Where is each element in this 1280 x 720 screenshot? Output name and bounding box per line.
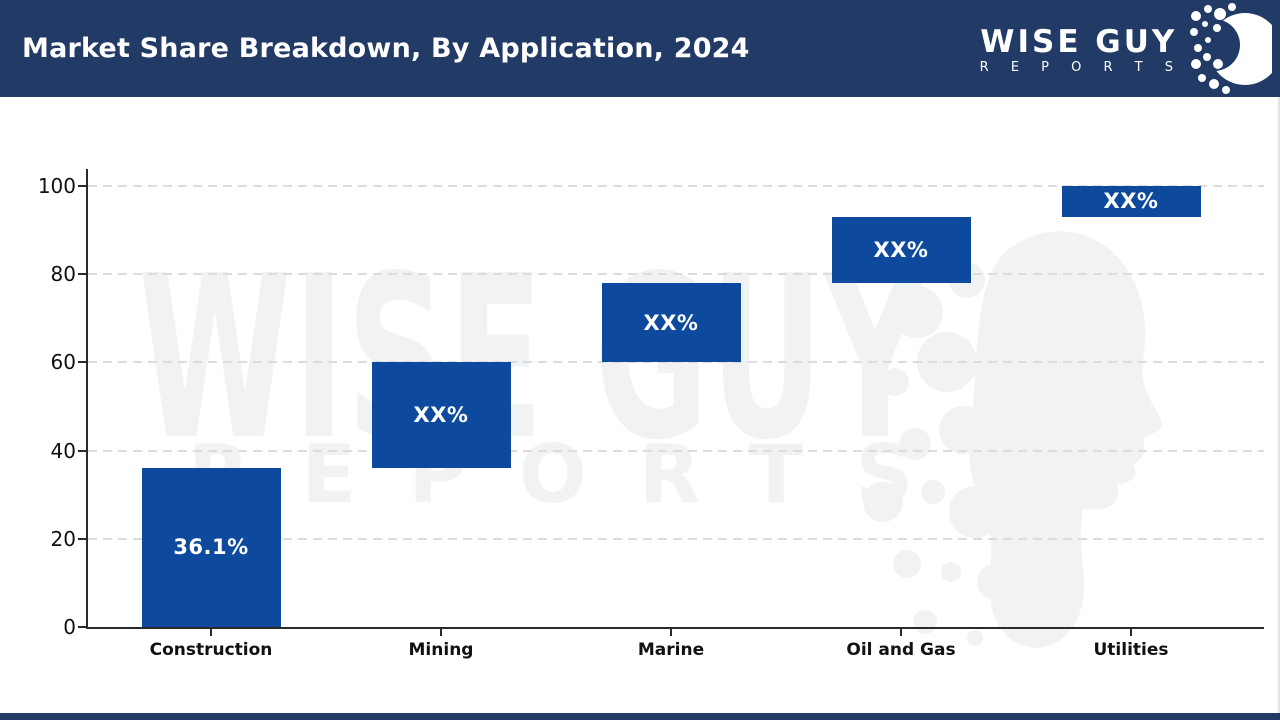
y-axis-tick-label: 60 <box>50 350 76 375</box>
footer-bar <box>0 713 1280 720</box>
gridline-100 <box>88 185 1264 187</box>
bar-value-label: XX% <box>413 403 469 428</box>
gridline-40 <box>88 449 1264 452</box>
x-axis-tickmark <box>210 629 212 636</box>
watermark-brand-text: WISE GUY <box>138 228 927 490</box>
y-axis-tickmark <box>78 185 86 187</box>
bar-utilities: XX% <box>1061 186 1201 217</box>
x-axis-category-label: Utilities <box>1093 640 1169 660</box>
y-axis-tick-label: 80 <box>50 262 76 287</box>
x-axis-category-label: Mining <box>408 640 474 660</box>
y-axis-tickmark <box>78 361 86 364</box>
x-axis-category-label: Marine <box>637 640 705 660</box>
y-axis-tickmark <box>78 449 86 452</box>
wiseguy-face-icon <box>1188 2 1272 94</box>
x-axis-tickmark <box>670 629 672 636</box>
bar-value-label: XX% <box>873 237 929 262</box>
gridline-60 <box>88 361 1264 364</box>
x-axis-category-label: Construction <box>149 640 273 660</box>
y-axis-tick-label: 0 <box>63 615 76 639</box>
bar-value-label: XX% <box>643 310 699 335</box>
y-axis-tickmark <box>78 537 86 540</box>
x-axis-category-label: Oil and Gas <box>846 640 956 660</box>
watermark-reports-text: REPORTS <box>188 428 966 521</box>
wiseguy-logo: WISE GUY R E P O R T S <box>976 0 1272 97</box>
plot: 0 20 40 60 80 100 36.1% Construction XX% Mining XX… <box>0 97 1278 713</box>
x-axis-tickmark <box>440 629 442 636</box>
y-axis-tick-label: 20 <box>50 526 76 551</box>
bar-marine: XX% <box>601 283 741 363</box>
y-axis-tick-label: 100 <box>37 174 76 198</box>
y-axis-tick-label: 40 <box>50 438 76 463</box>
x-axis-tickmark <box>1130 629 1132 636</box>
bar-value-label: XX% <box>1103 189 1159 214</box>
header: Market Share Breakdown, By Application, … <box>0 0 1280 97</box>
gridline-80 <box>88 273 1264 276</box>
logo-brand-text: WISE GUY <box>980 23 1178 60</box>
bar-value-label: 36.1% <box>173 535 249 560</box>
y-axis-tickmark <box>78 626 86 628</box>
bar-mining: XX% <box>371 362 511 468</box>
chart-area: WISE GUY REPORTS 0 20 40 60 80 100 36.1% Constr… <box>0 97 1280 713</box>
page-title: Market Share Breakdown, By Application, … <box>22 33 750 64</box>
x-axis-line <box>86 627 1264 629</box>
bar-construction: 36.1% <box>141 467 281 627</box>
y-axis-tickmark <box>78 273 86 276</box>
x-axis-tickmark <box>900 629 902 636</box>
logo-text-block: WISE GUY R E P O R T S <box>976 26 1182 76</box>
gridline-20 <box>88 537 1264 540</box>
logo-sub-text: R E P O R T S <box>979 60 1182 76</box>
bar-oil-and-gas: XX% <box>831 216 971 283</box>
y-axis-line <box>86 169 88 629</box>
